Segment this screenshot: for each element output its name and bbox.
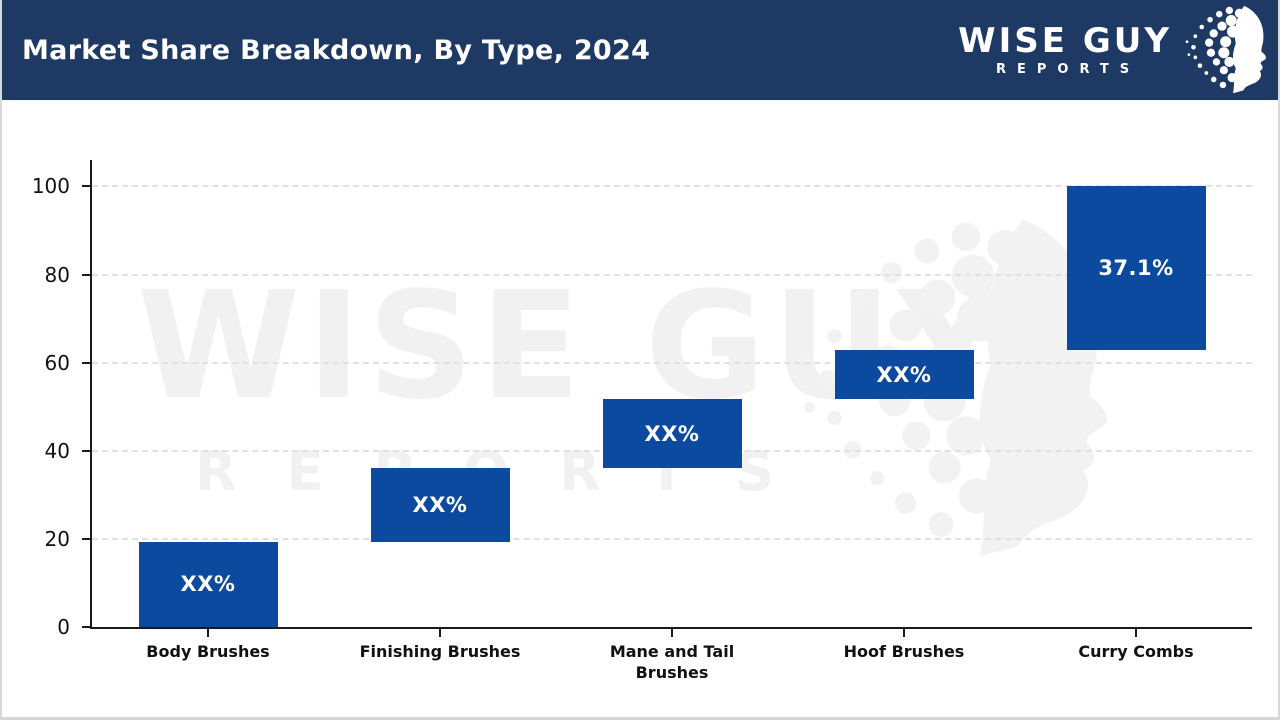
bar: 37.1% xyxy=(1066,186,1206,350)
y-tick-label: 20 xyxy=(44,526,70,551)
x-tick-mark xyxy=(903,629,905,637)
y-tick-mark xyxy=(82,361,90,364)
bar: XX% xyxy=(370,468,510,542)
gridline xyxy=(92,273,1252,276)
x-axis-labels: Body Brushes Finishing Brushes Mane and Ta… xyxy=(92,641,1252,703)
y-tick-mark xyxy=(82,449,90,452)
gridline xyxy=(92,185,1252,188)
x-tick-mark xyxy=(1135,629,1137,637)
y-tick-mark xyxy=(82,626,90,628)
y-tick-label: 100 xyxy=(31,174,70,199)
bar-value-label: XX% xyxy=(412,493,468,518)
x-tick-mark xyxy=(207,629,209,637)
bar-value-label: XX% xyxy=(644,421,700,446)
x-axis-label: Hoof Brushes xyxy=(843,642,965,661)
y-tick-label: 60 xyxy=(44,350,70,375)
y-tick-mark xyxy=(82,537,90,540)
x-axis-label: Body Brushes xyxy=(146,642,270,661)
gridline xyxy=(92,537,1252,540)
x-tick-mark xyxy=(671,629,673,637)
x-axis-label: Mane and Tail Brushes xyxy=(609,642,735,682)
y-tick-mark xyxy=(82,273,90,276)
y-tick-label: 80 xyxy=(44,262,70,287)
logo-head-icon xyxy=(1185,5,1266,94)
logo-subtitle: REPORTS xyxy=(996,61,1141,77)
bar: XX% xyxy=(602,399,742,469)
y-axis: 0 20 40 60 80 100 xyxy=(2,160,90,638)
bar: XX% xyxy=(138,541,278,627)
x-axis-label: Curry Combs xyxy=(1078,642,1194,661)
logo-wordmark: WISE GUY xyxy=(958,20,1172,61)
bar-value-label: XX% xyxy=(180,572,236,597)
plot-area: XX% XX% XX% XX% 37.1% xyxy=(90,160,1252,637)
x-tick-mark xyxy=(439,629,441,637)
chart-title: Market Share Breakdown, By Type, 2024 xyxy=(22,34,651,66)
y-tick-label: 0 xyxy=(57,615,70,639)
wise-guy-logo: WISE GUY REPORTS xyxy=(958,4,1268,96)
header-bar: Market Share Breakdown, By Type, 2024 WI… xyxy=(2,0,1278,100)
logo-text: WISE GUY REPORTS xyxy=(958,24,1172,77)
x-axis-label: Finishing Brushes xyxy=(359,642,521,661)
y-tick-label: 40 xyxy=(44,438,70,463)
gridline xyxy=(92,361,1252,364)
bar-value-label: 37.1% xyxy=(1098,256,1174,281)
bar-value-label: XX% xyxy=(876,362,932,387)
bar: XX% xyxy=(834,349,974,400)
y-tick-mark xyxy=(82,185,90,188)
